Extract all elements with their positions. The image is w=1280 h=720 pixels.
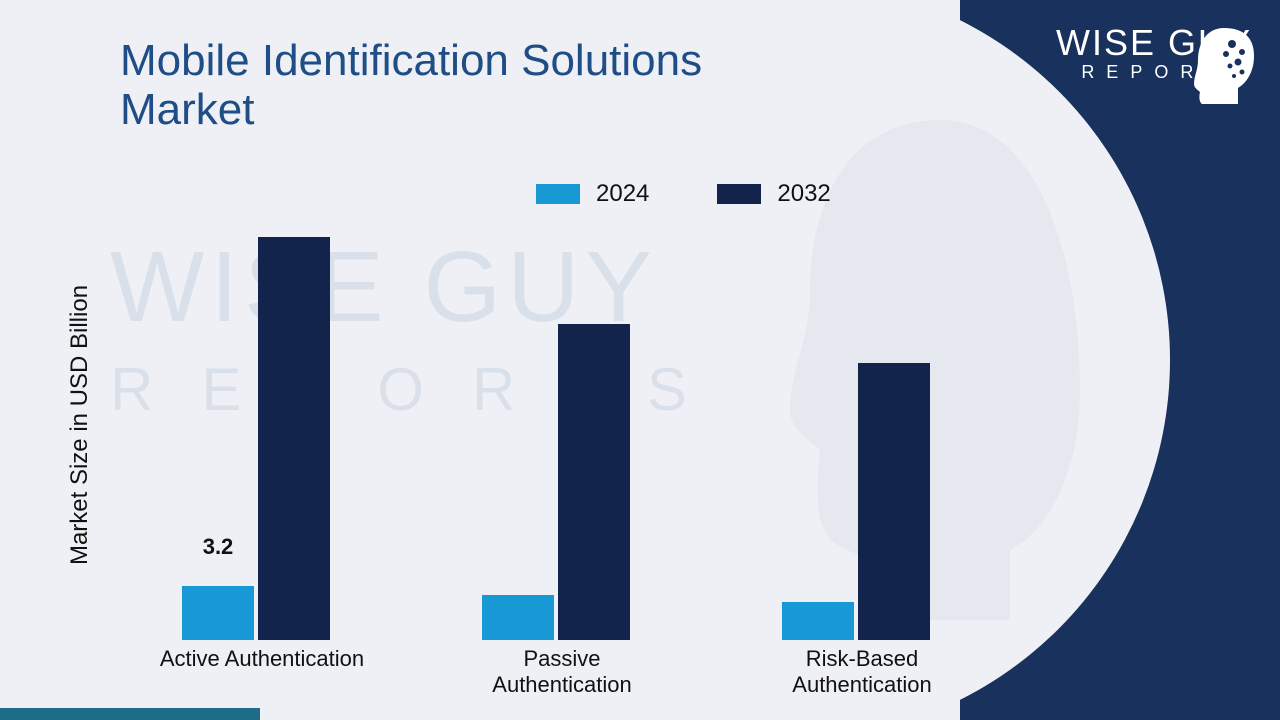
bar-0-2024 [182, 586, 254, 640]
legend-label-2024: 2024 [596, 180, 649, 208]
x-label-1: Passive Authentication [452, 640, 672, 699]
bar-2-2032 [858, 363, 930, 640]
legend-item-2032: 2032 [717, 180, 830, 208]
legend-item-2024: 2024 [536, 180, 649, 208]
plot-area: 3.2 Active Authentication Passive Authen… [136, 220, 956, 640]
legend-swatch-2032 [717, 184, 761, 204]
x-label-0: Active Authentication [152, 640, 372, 672]
bar-chart: Market Size in USD Billion 2024 2032 3.2… [96, 180, 966, 690]
chart-title: Mobile Identification Solutions Market [120, 36, 840, 135]
x-label-2: Risk-Based Authentication [752, 640, 972, 699]
bottom-accent-bar [0, 708, 260, 720]
bar-0-2032 [258, 237, 330, 640]
brand-head-icon [1192, 26, 1256, 104]
bar-1-2032 [558, 324, 630, 640]
bar-1-2024 [482, 595, 554, 640]
brand-logo: WISE GUY REPORTS [992, 22, 1252, 112]
page-root: WISE GUY REPORTS Mobile Identification S… [0, 0, 1280, 720]
bar-0-2024-value: 3.2 [182, 534, 254, 560]
legend-label-2032: 2032 [777, 180, 830, 208]
legend-swatch-2024 [536, 184, 580, 204]
bar-2-2024 [782, 602, 854, 640]
y-axis-label: Market Size in USD Billion [66, 285, 94, 565]
chart-legend: 2024 2032 [536, 180, 831, 208]
